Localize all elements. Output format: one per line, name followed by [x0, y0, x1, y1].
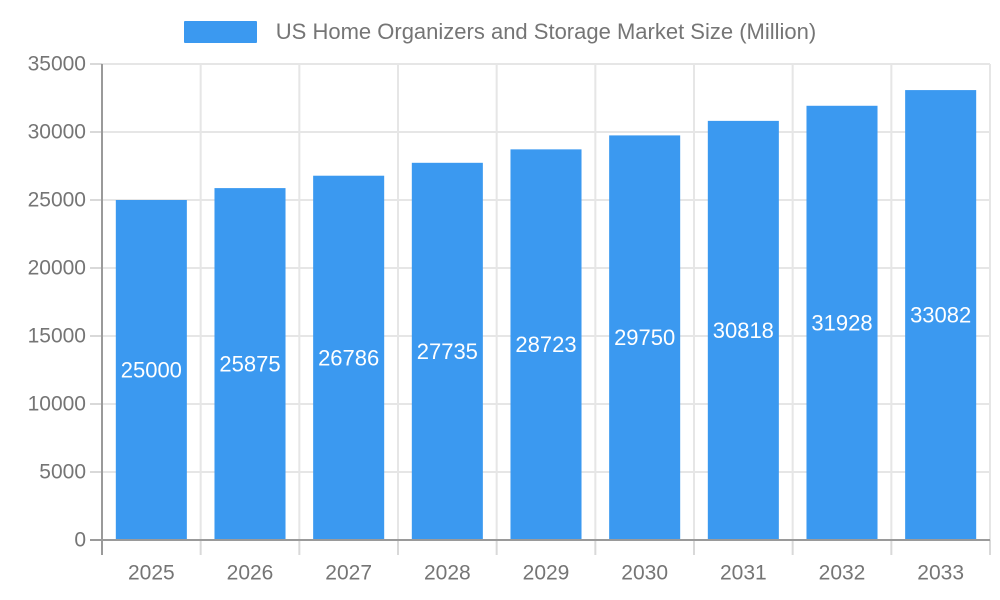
x-axis-label: 2029 [523, 562, 570, 585]
x-axis-label: 2025 [128, 562, 175, 585]
bar-value-label: 27735 [417, 339, 478, 364]
bar-2028[interactable] [411, 162, 483, 540]
y-axis-label: 5000 [39, 461, 86, 484]
x-axis-label: 2028 [424, 562, 471, 585]
bar-value-label: 30818 [713, 318, 774, 343]
legend-label: US Home Organizers and Storage Market Si… [275, 19, 817, 44]
x-axis-label: 2027 [325, 562, 372, 585]
x-axis-label: 2030 [621, 562, 668, 585]
bar-2026[interactable] [214, 188, 286, 540]
bar-value-label: 31928 [811, 310, 872, 335]
bar-2030[interactable] [609, 135, 681, 540]
y-axis-label: 10000 [28, 393, 86, 416]
legend-item[interactable]: US Home Organizers and Storage Market Si… [0, 19, 1000, 45]
bar-2033[interactable] [905, 90, 977, 540]
y-axis-label: 20000 [28, 257, 86, 280]
x-axis-label: 2031 [720, 562, 767, 585]
y-axis-label: 15000 [28, 325, 86, 348]
x-axis-label: 2026 [227, 562, 274, 585]
y-axis-label: 30000 [28, 121, 86, 144]
bar-value-label: 28723 [515, 332, 576, 357]
x-axis-label: 2032 [819, 562, 866, 585]
bar-2027[interactable] [313, 175, 385, 541]
bar-2031[interactable] [707, 120, 779, 541]
y-axis-label: 25000 [28, 189, 86, 212]
x-axis-label: 2033 [917, 562, 964, 585]
bar-2032[interactable] [806, 105, 878, 540]
y-axis-label: 35000 [28, 53, 86, 76]
bar-value-label: 29750 [614, 325, 675, 350]
bar-value-label: 33082 [910, 303, 971, 328]
bar-value-label: 25875 [219, 352, 280, 377]
y-axis-label: 0 [74, 529, 86, 552]
bar-value-label: 25000 [121, 358, 182, 383]
bar-2025[interactable] [115, 200, 187, 540]
bar-2029[interactable] [510, 149, 582, 541]
bar-value-label: 26786 [318, 345, 379, 370]
legend-swatch [183, 21, 257, 43]
